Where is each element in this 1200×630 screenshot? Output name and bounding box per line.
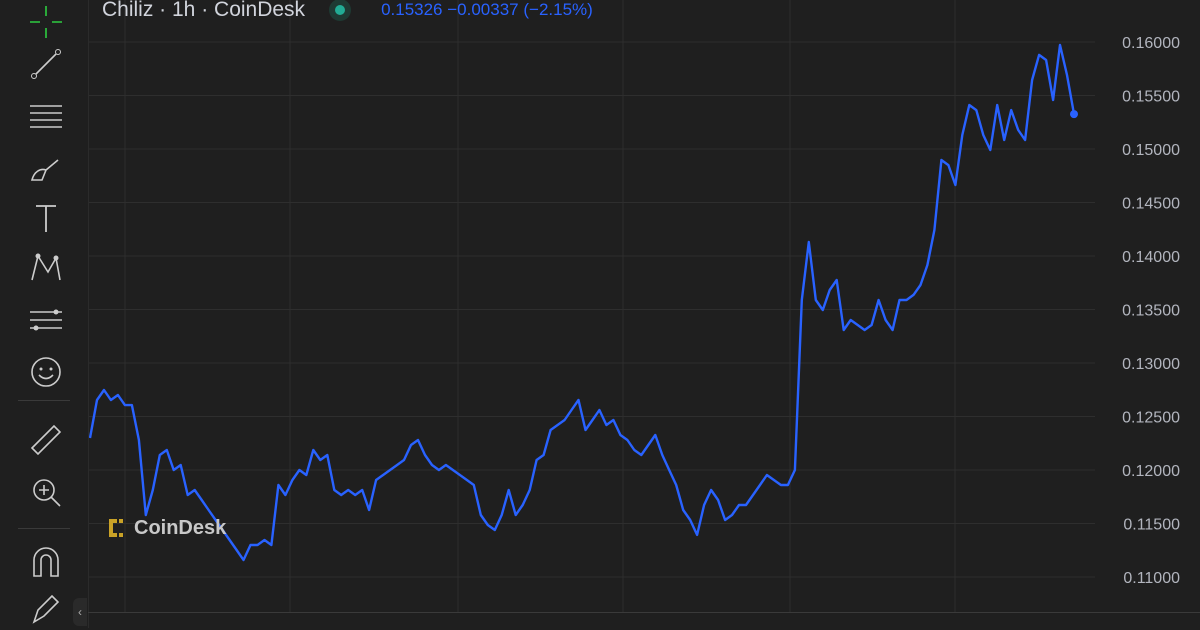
price-line — [88, 43, 1076, 562]
toolbar-separator — [18, 400, 70, 401]
lock-drawing-icon — [32, 594, 60, 624]
forecast-tool[interactable] — [26, 300, 66, 340]
watermark-text: CoinDesk — [134, 516, 227, 539]
y-tick-label: 0.13500 — [1122, 303, 1180, 320]
chart-legend: Chiliz · 1h · CoinDesk 0.15326 −0.00337 … — [102, 0, 593, 23]
toolbar-divider — [88, 0, 89, 628]
forecast-icon — [30, 309, 62, 331]
brush-tool[interactable] — [26, 148, 66, 188]
zoom-in-tool[interactable] — [26, 472, 66, 512]
horizontal-lines-tool[interactable] — [26, 96, 66, 136]
crosshair-icon — [30, 6, 62, 38]
magnet-tool[interactable] — [26, 542, 66, 582]
horizontal-lines-icon — [30, 105, 62, 128]
text-tool[interactable] — [26, 198, 66, 238]
pattern-icon — [31, 253, 61, 281]
y-tick-label: 0.14500 — [1122, 196, 1180, 213]
last-price: 0.15326 — [381, 0, 443, 19]
drawing-toolbar — [0, 0, 88, 628]
ruler-tool[interactable] — [26, 420, 66, 460]
text-icon — [36, 205, 56, 232]
y-tick-label: 0.15500 — [1122, 89, 1180, 106]
lock-drawing-tool[interactable] — [26, 590, 66, 630]
magnet-icon — [33, 547, 59, 577]
last-price-dot — [1070, 110, 1078, 119]
trend-line-tool[interactable] — [26, 44, 66, 84]
y-tick-label: 0.12000 — [1122, 463, 1180, 480]
toolbar-separator — [18, 528, 70, 529]
crosshair-tool[interactable] — [26, 2, 66, 42]
ruler-icon — [30, 424, 62, 456]
emoji-tool[interactable] — [26, 352, 66, 392]
market-status-icon — [329, 0, 352, 21]
coindesk-watermark: CoinDesk — [106, 516, 226, 540]
y-tick-label: 0.16000 — [1122, 35, 1180, 52]
y-tick-label: 0.11000 — [1123, 570, 1180, 587]
pattern-tool[interactable] — [26, 248, 66, 288]
y-tick-label: 0.14000 — [1122, 249, 1180, 266]
price-readout: 0.15326 −0.00337 (−2.15%) — [381, 0, 593, 20]
y-tick-label: 0.11500 — [1123, 517, 1180, 534]
y-tick-label: 0.15000 — [1122, 142, 1180, 159]
symbol-title[interactable]: Chiliz · 1h · CoinDesk — [102, 0, 306, 21]
y-tick-label: 0.12500 — [1122, 410, 1180, 427]
emoji-icon — [31, 357, 61, 387]
collapse-toolbar-button[interactable]: ‹ — [73, 598, 87, 626]
price-change-pct: (−2.15%) — [523, 0, 593, 19]
time-axis-border — [88, 612, 1200, 613]
trend-line-icon — [31, 49, 61, 79]
brush-icon — [30, 159, 59, 181]
coindesk-logo-icon — [109, 519, 123, 537]
y-tick-label: 0.13000 — [1122, 356, 1180, 373]
zoom-in-icon — [33, 479, 61, 507]
price-change: −0.00337 — [447, 0, 519, 19]
